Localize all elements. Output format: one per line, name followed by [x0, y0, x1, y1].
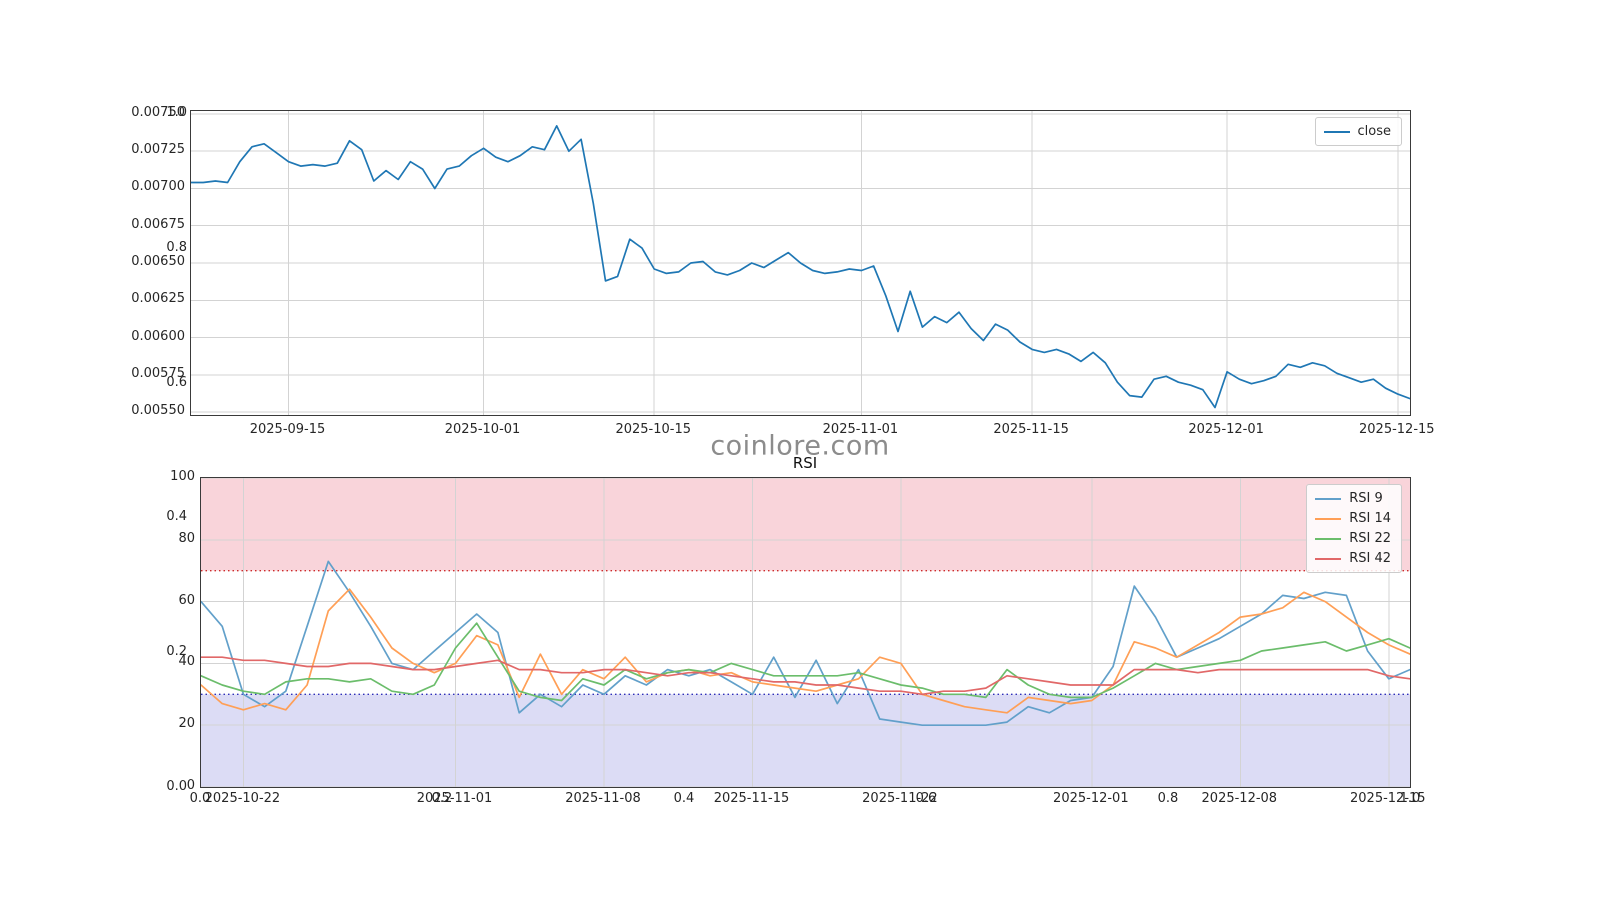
ghost-y-tick-label: 0.6 [166, 374, 187, 390]
rsi-chart-plot [201, 478, 1410, 787]
x-tick-label: 2025-11-01 [416, 791, 493, 806]
rsi-legend: RSI 9 RSI 14 RSI 22 RSI 42 [1306, 484, 1402, 573]
y-tick-label: 0.00650 [131, 254, 185, 269]
rsi-22-line [201, 622, 1410, 702]
rsi-14-line [201, 588, 1410, 714]
watermark: coinlore.com [710, 430, 890, 462]
ghost-y-tick-label: 0.8 [166, 239, 187, 255]
y-tick-label: 20 [178, 716, 195, 732]
rsi-42-line [201, 656, 1410, 696]
ghost-x-tick-label: 0.6 [915, 791, 937, 806]
legend-line-sample [1315, 537, 1342, 540]
overbought-band [201, 478, 1410, 571]
legend-label: close [1357, 124, 1391, 139]
ghost-x-tick-label: 0.8 [1157, 791, 1179, 806]
y-tick-label: 0.00700 [131, 179, 185, 195]
x-tick-label: 2025-11-01 [822, 422, 899, 437]
ghost-x-tick-label: 0.4 [673, 791, 695, 806]
x-tick-label: 2025-11-15 [993, 422, 1069, 437]
x-tick-label: 2025-12-15 [1359, 422, 1435, 437]
y-tick-label: 0.00625 [131, 291, 185, 307]
x-tick-label: 2025-12-08 [1201, 791, 1278, 806]
x-tick-label: 2025-10-15 [615, 422, 691, 437]
ghost-y-tick-label: 0.2 [166, 644, 187, 660]
y-tick-label: 0.00750 [131, 104, 185, 120]
ghost-y-tick-label: 0.4 [166, 509, 187, 525]
rsi-chart-title: RSI [792, 454, 818, 472]
x-tick-label: 2025-12-01 [1053, 791, 1129, 806]
legend-label: RSI 22 [1349, 531, 1391, 546]
x-tick-label: 2025-10-22 [204, 791, 281, 806]
price-chart-axes: close [190, 110, 1411, 416]
legend-entry: close [1323, 124, 1391, 139]
ghost-x-tick-label: 1.0 [1399, 791, 1421, 806]
ghost-x-tick-label: 0.0 [189, 791, 211, 806]
price-legend: close [1314, 117, 1402, 146]
legend-entry: RSI 42 [1315, 551, 1391, 566]
x-tick-label: 2025-12-01 [1188, 422, 1264, 437]
y-tick-label: 0 [186, 778, 195, 793]
legend-line-sample [1315, 497, 1342, 500]
x-tick-label: 2025-10-01 [444, 422, 521, 437]
close-line [191, 125, 1410, 409]
oversold-band [201, 694, 1410, 787]
legend-label: RSI 9 [1349, 491, 1383, 506]
legend-line-sample [1323, 130, 1350, 133]
y-tick-label: 60 [178, 592, 195, 608]
y-tick-label: 0.00675 [131, 216, 185, 232]
x-tick-label: 2025-11-15 [713, 791, 790, 806]
y-tick-label: 100 [170, 469, 195, 484]
rsi-9-line [201, 560, 1410, 727]
y-tick-label: 80 [178, 530, 195, 546]
legend-line-sample [1315, 517, 1342, 520]
legend-label: RSI 14 [1349, 511, 1391, 526]
ghost-x-tick-label: 0.2 [431, 791, 453, 806]
y-tick-label: 0.00725 [131, 142, 185, 158]
price-chart-plot [191, 111, 1410, 415]
legend-entry: RSI 14 [1315, 511, 1391, 526]
legend-line-sample [1315, 557, 1342, 560]
ghost-y-tick-label: 1.0 [166, 105, 187, 120]
x-tick-label: 2025-12-15 [1350, 791, 1426, 806]
x-tick-label: 2025-11-08 [565, 791, 641, 806]
y-tick-label: 40 [178, 654, 195, 670]
ghost-y-tick-label: 0.0 [166, 779, 187, 794]
x-tick-label: 2025-11-22 [862, 791, 938, 806]
y-tick-label: 0.00550 [131, 403, 185, 419]
x-tick-label: 2025-09-15 [249, 422, 326, 437]
rsi-chart-axes: RSI 9 RSI 14 RSI 22 RSI 42 [200, 477, 1411, 788]
legend-label: RSI 42 [1349, 551, 1391, 566]
legend-entry: RSI 22 [1315, 531, 1391, 546]
legend-entry: RSI 9 [1315, 491, 1391, 506]
y-tick-label: 0.00575 [131, 365, 185, 381]
y-tick-label: 0.00600 [131, 328, 185, 344]
